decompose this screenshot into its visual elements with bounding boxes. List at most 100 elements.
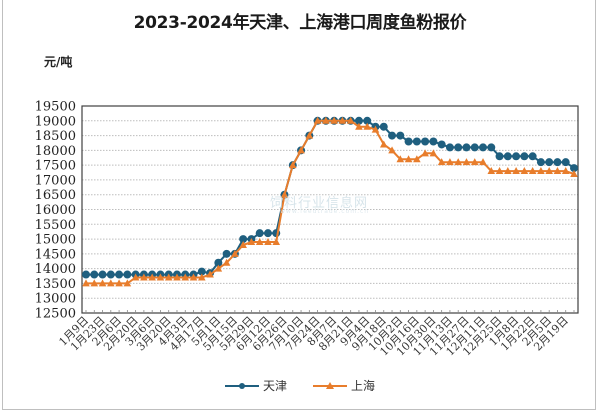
data-point: [421, 149, 429, 157]
data-point: [371, 125, 380, 133]
data-point: [536, 158, 545, 167]
data-point: [189, 273, 198, 281]
data-point: [528, 152, 537, 161]
y-tick-label: 14500: [35, 247, 76, 262]
data-point: [437, 140, 446, 149]
data-point: [115, 270, 124, 279]
data-point: [429, 149, 438, 157]
data-point: [181, 273, 190, 281]
data-point: [553, 158, 562, 167]
y-tick-label: 15000: [35, 233, 76, 248]
data-point: [354, 116, 363, 125]
data-point: [106, 270, 115, 279]
watermark-subtext: www.feedtrade.com.cn: [280, 208, 370, 215]
data-point: [288, 161, 297, 169]
data-point: [156, 273, 165, 281]
data-point: [214, 264, 223, 272]
legend: 天津 上海: [0, 377, 600, 394]
data-point: [421, 137, 430, 146]
data-point: [123, 279, 132, 287]
y-tick-label: 16000: [35, 203, 76, 218]
data-point: [437, 158, 446, 166]
y-tick-label: 13000: [35, 292, 76, 307]
y-axis-unit-label: 元/吨: [44, 55, 73, 69]
triangle-marker-icon: [313, 381, 347, 389]
data-point: [90, 270, 99, 279]
data-point: [520, 167, 529, 175]
legend-label: 天津: [262, 379, 287, 393]
y-tick-label: 12500: [35, 307, 76, 322]
data-point: [495, 167, 504, 175]
data-point: [504, 167, 512, 175]
circle-marker-icon: [224, 382, 259, 389]
y-tick-label: 18000: [35, 144, 76, 159]
data-point: [412, 137, 421, 146]
data-point: [115, 279, 123, 287]
data-point: [379, 122, 388, 131]
data-point: [82, 279, 90, 287]
data-point: [98, 270, 107, 279]
data-point: [231, 249, 239, 257]
y-tick-label: 19500: [35, 100, 76, 115]
data-point: [148, 273, 156, 281]
data-point: [264, 238, 272, 246]
data-point: [346, 116, 355, 124]
data-point: [363, 116, 372, 125]
data-point: [454, 158, 463, 166]
data-point: [404, 155, 413, 163]
data-point: [396, 131, 405, 140]
plot-area-border: [81, 105, 579, 314]
legend-item-tianjin: 天津: [224, 377, 287, 394]
data-point: [445, 143, 454, 152]
data-point: [446, 158, 454, 166]
data-point: [388, 131, 397, 140]
data-point: [164, 273, 173, 281]
data-point: [512, 167, 520, 175]
data-point: [396, 155, 405, 163]
data-point: [330, 116, 338, 124]
data-point: [388, 146, 396, 154]
y-tick-label: 18500: [35, 129, 76, 144]
data-point: [487, 143, 496, 152]
data-point: [82, 270, 90, 279]
data-point: [553, 167, 562, 175]
y-tick-label: 13500: [35, 277, 76, 292]
data-point: [537, 167, 545, 175]
data-point: [479, 158, 487, 166]
legend-item-shanghai: 上海: [313, 377, 375, 394]
legend-label: 上海: [351, 379, 376, 393]
data-point: [239, 235, 248, 244]
data-point: [263, 229, 272, 238]
y-tick-label: 17000: [35, 173, 76, 188]
data-point: [255, 238, 264, 246]
data-point: [222, 249, 231, 258]
data-point: [313, 116, 322, 124]
data-point: [197, 273, 206, 281]
data-point: [470, 158, 479, 166]
data-point: [280, 190, 289, 198]
data-point: [503, 152, 512, 161]
y-tick-label: 17500: [35, 159, 76, 174]
y-tick-label: 14000: [35, 262, 76, 277]
data-point: [545, 158, 554, 167]
data-point: [140, 273, 148, 281]
data-point: [470, 143, 479, 152]
data-point: [561, 158, 570, 167]
data-point: [123, 270, 132, 279]
data-point: [247, 238, 256, 246]
y-tick-label: 15500: [35, 218, 76, 233]
data-point: [512, 152, 521, 161]
data-point: [255, 229, 264, 238]
data-point: [413, 155, 421, 163]
data-point: [222, 258, 231, 266]
data-point: [462, 158, 471, 166]
data-point: [90, 279, 99, 287]
data-point: [462, 143, 471, 152]
data-point: [131, 273, 140, 281]
data-point: [206, 270, 214, 278]
data-point: [272, 238, 281, 246]
data-point: [487, 167, 496, 175]
data-point: [495, 152, 504, 161]
